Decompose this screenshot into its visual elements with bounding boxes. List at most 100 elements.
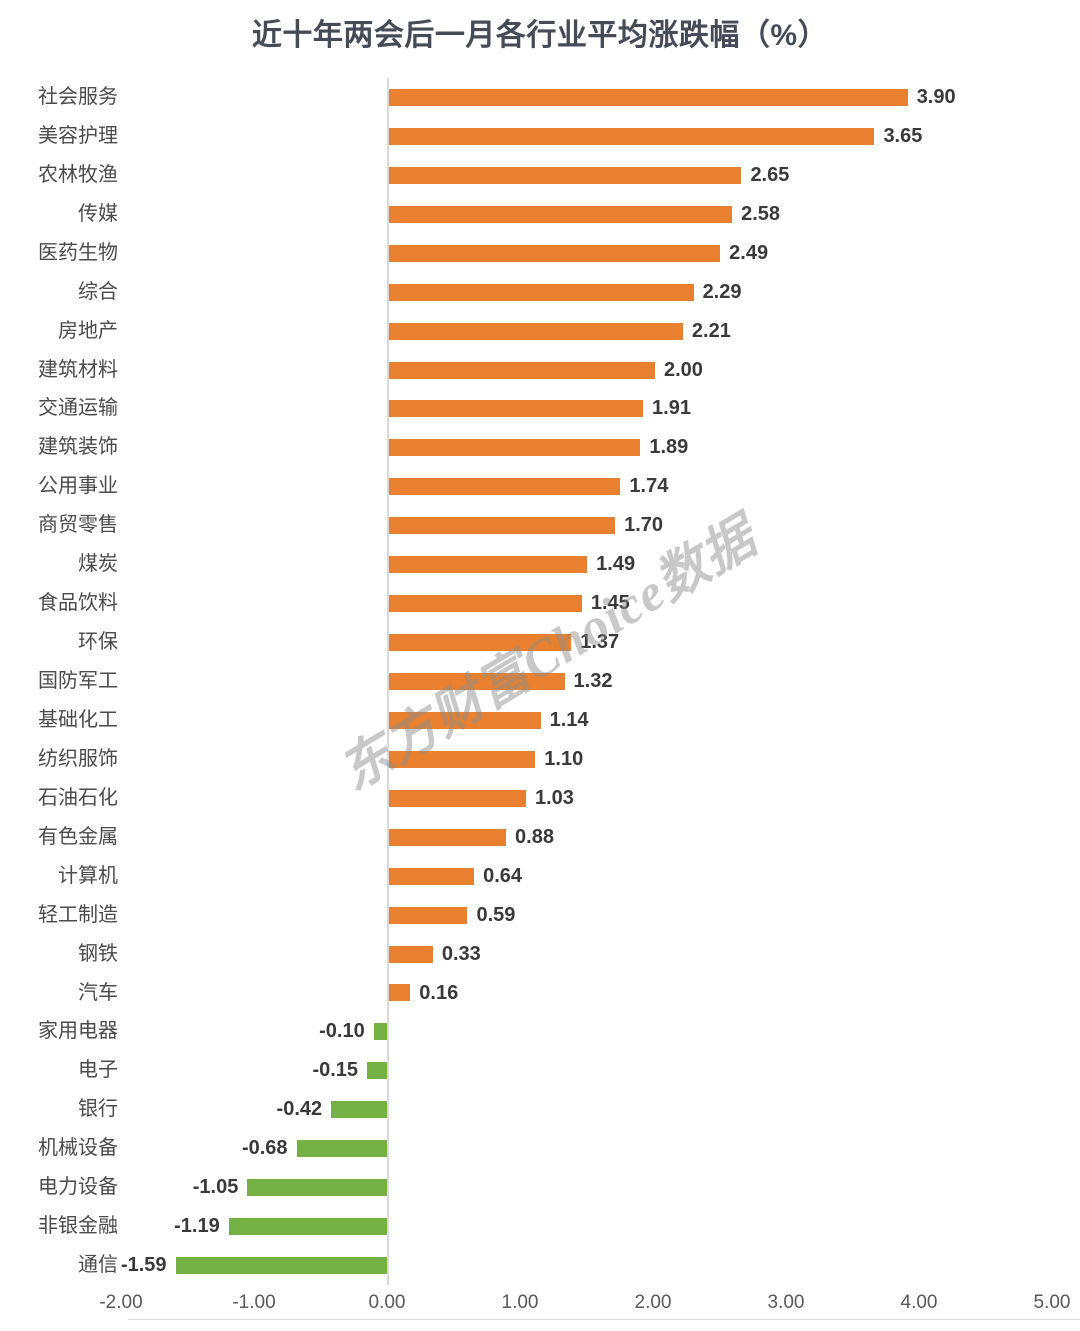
bar-row: 非银金融 -1.19	[38, 1207, 1070, 1246]
bar-positive	[389, 88, 908, 106]
plot-area: 社会服务 3.90 美容护理 3.65 农林牧渔 2.65 传媒 2.58 医药生物 2.49 综合…	[38, 78, 1070, 1285]
bar-positive	[389, 595, 582, 613]
category-label: 煤炭	[78, 553, 118, 576]
bar-row: 建筑装饰 1.89	[38, 428, 1070, 467]
category-label: 轻工制造	[38, 903, 118, 926]
x-axis-tick: 1.00	[501, 1292, 539, 1313]
bar-row: 纺织服饰 1.10	[38, 740, 1070, 779]
value-label: 1.70	[624, 514, 664, 537]
chart-title: 近十年两会后一月各行业平均涨跌幅（%）	[251, 19, 829, 52]
bar-negative	[296, 1140, 387, 1158]
value-label: 3.90	[916, 86, 956, 108]
value-label: -0.15	[312, 1059, 359, 1082]
category-label: 有色金属	[38, 825, 118, 848]
bar-negative	[331, 1101, 387, 1119]
bar-positive	[389, 556, 588, 574]
bar-negative	[367, 1062, 387, 1080]
x-axis-tick: 0.00	[368, 1292, 406, 1313]
bar-positive	[389, 867, 475, 885]
category-label: 社会服务	[38, 86, 118, 108]
bar-row: 有色金属 0.88	[38, 818, 1070, 857]
value-label: 1.32	[573, 670, 613, 693]
category-label: 建筑材料	[38, 358, 118, 381]
category-label: 综合	[78, 280, 118, 303]
category-label: 电子	[78, 1059, 118, 1082]
value-label: -0.68	[241, 1137, 288, 1160]
category-label: 公用事业	[38, 475, 118, 498]
value-label: -0.10	[319, 1020, 365, 1043]
category-label: 汽车	[78, 981, 118, 1004]
category-label: 医药生物	[38, 241, 118, 264]
bar-positive	[389, 711, 541, 729]
category-label: 食品饮料	[38, 592, 118, 615]
category-label: 非银金融	[38, 1215, 118, 1238]
value-label: 2.58	[741, 202, 781, 225]
value-label: 0.64	[483, 864, 523, 887]
value-label: -1.59	[120, 1254, 167, 1277]
bar-row: 公用事业 1.74	[38, 467, 1070, 506]
category-label: 基础化工	[38, 708, 118, 731]
value-label: -0.42	[276, 1098, 323, 1121]
category-label: 交通运输	[38, 397, 118, 420]
bar-row: 美容护理 3.65	[38, 117, 1070, 156]
bar-row: 银行 -0.42	[78, 1090, 1070, 1129]
value-label: 1.10	[544, 747, 584, 770]
bar-row: 传媒 2.58	[78, 195, 1070, 234]
bar-row: 钢铁 0.33	[78, 935, 1070, 974]
bar-positive	[389, 166, 742, 184]
category-label: 机械设备	[38, 1137, 118, 1160]
category-label: 传媒	[78, 202, 118, 225]
bar-positive	[389, 283, 694, 301]
category-label: 家用电器	[38, 1020, 118, 1043]
zero-axis-line	[387, 78, 389, 1285]
bar-negative	[175, 1257, 387, 1275]
category-label: 美容护理	[38, 124, 118, 147]
value-label: 1.45	[590, 592, 630, 615]
bar-positive	[389, 634, 572, 652]
category-label: 计算机	[58, 864, 118, 887]
value-label: 1.91	[652, 397, 691, 420]
bar-row: 商贸零售 1.70	[38, 506, 1070, 545]
category-label: 石油石化	[38, 786, 118, 809]
bar-row: 基础化工 1.14	[38, 701, 1070, 740]
bar-row: 电力设备 -1.05	[38, 1168, 1070, 1207]
x-axis-tick: -1.00	[232, 1292, 276, 1313]
bar-positive	[389, 244, 721, 262]
value-label: 2.21	[691, 319, 731, 342]
x-axis-tick: 4.00	[900, 1292, 938, 1313]
bar-row: 环保 1.37	[78, 623, 1070, 662]
category-label: 国防军工	[38, 670, 118, 693]
value-label: 1.03	[534, 786, 574, 809]
bar-row: 电子 -0.15	[78, 1051, 1070, 1090]
value-label: 1.89	[649, 436, 689, 459]
value-label: 2.49	[729, 241, 769, 264]
bar-positive	[389, 984, 411, 1002]
bar-positive	[389, 517, 616, 535]
bar-positive	[389, 205, 733, 223]
bar-positive	[389, 789, 526, 807]
bar-row: 石油石化 1.03	[38, 779, 1070, 818]
category-label: 银行	[78, 1098, 118, 1121]
bar-positive	[389, 828, 507, 846]
category-label: 纺织服饰	[38, 747, 118, 770]
x-axis-tick-labels: -2.00 -1.00 0.00 1.00 2.00 3.00 4.00 5.00	[0, 1292, 1080, 1322]
x-axis-tick: -2.00	[99, 1292, 143, 1313]
bar-positive	[389, 750, 536, 768]
category-label: 商贸零售	[38, 514, 118, 537]
bar-row: 农林牧渔 2.65	[38, 156, 1070, 195]
bar-positive	[389, 361, 655, 379]
x-axis-tick: 2.00	[634, 1292, 672, 1313]
bar-row: 交通运输 1.91	[38, 389, 1070, 428]
value-label: 3.65	[883, 124, 923, 147]
bar-positive	[389, 945, 433, 963]
category-label: 环保	[78, 631, 118, 654]
value-label: 2.65	[750, 163, 790, 186]
bar-negative	[247, 1179, 387, 1197]
bar-row: 医药生物 2.49	[38, 234, 1070, 273]
bar-row: 煤炭 1.49	[78, 545, 1070, 584]
bar-row: 计算机 0.64	[58, 857, 1070, 896]
value-label: 1.74	[629, 475, 669, 498]
bar-row: 食品饮料 1.45	[38, 584, 1070, 623]
bar-positive	[389, 672, 565, 690]
